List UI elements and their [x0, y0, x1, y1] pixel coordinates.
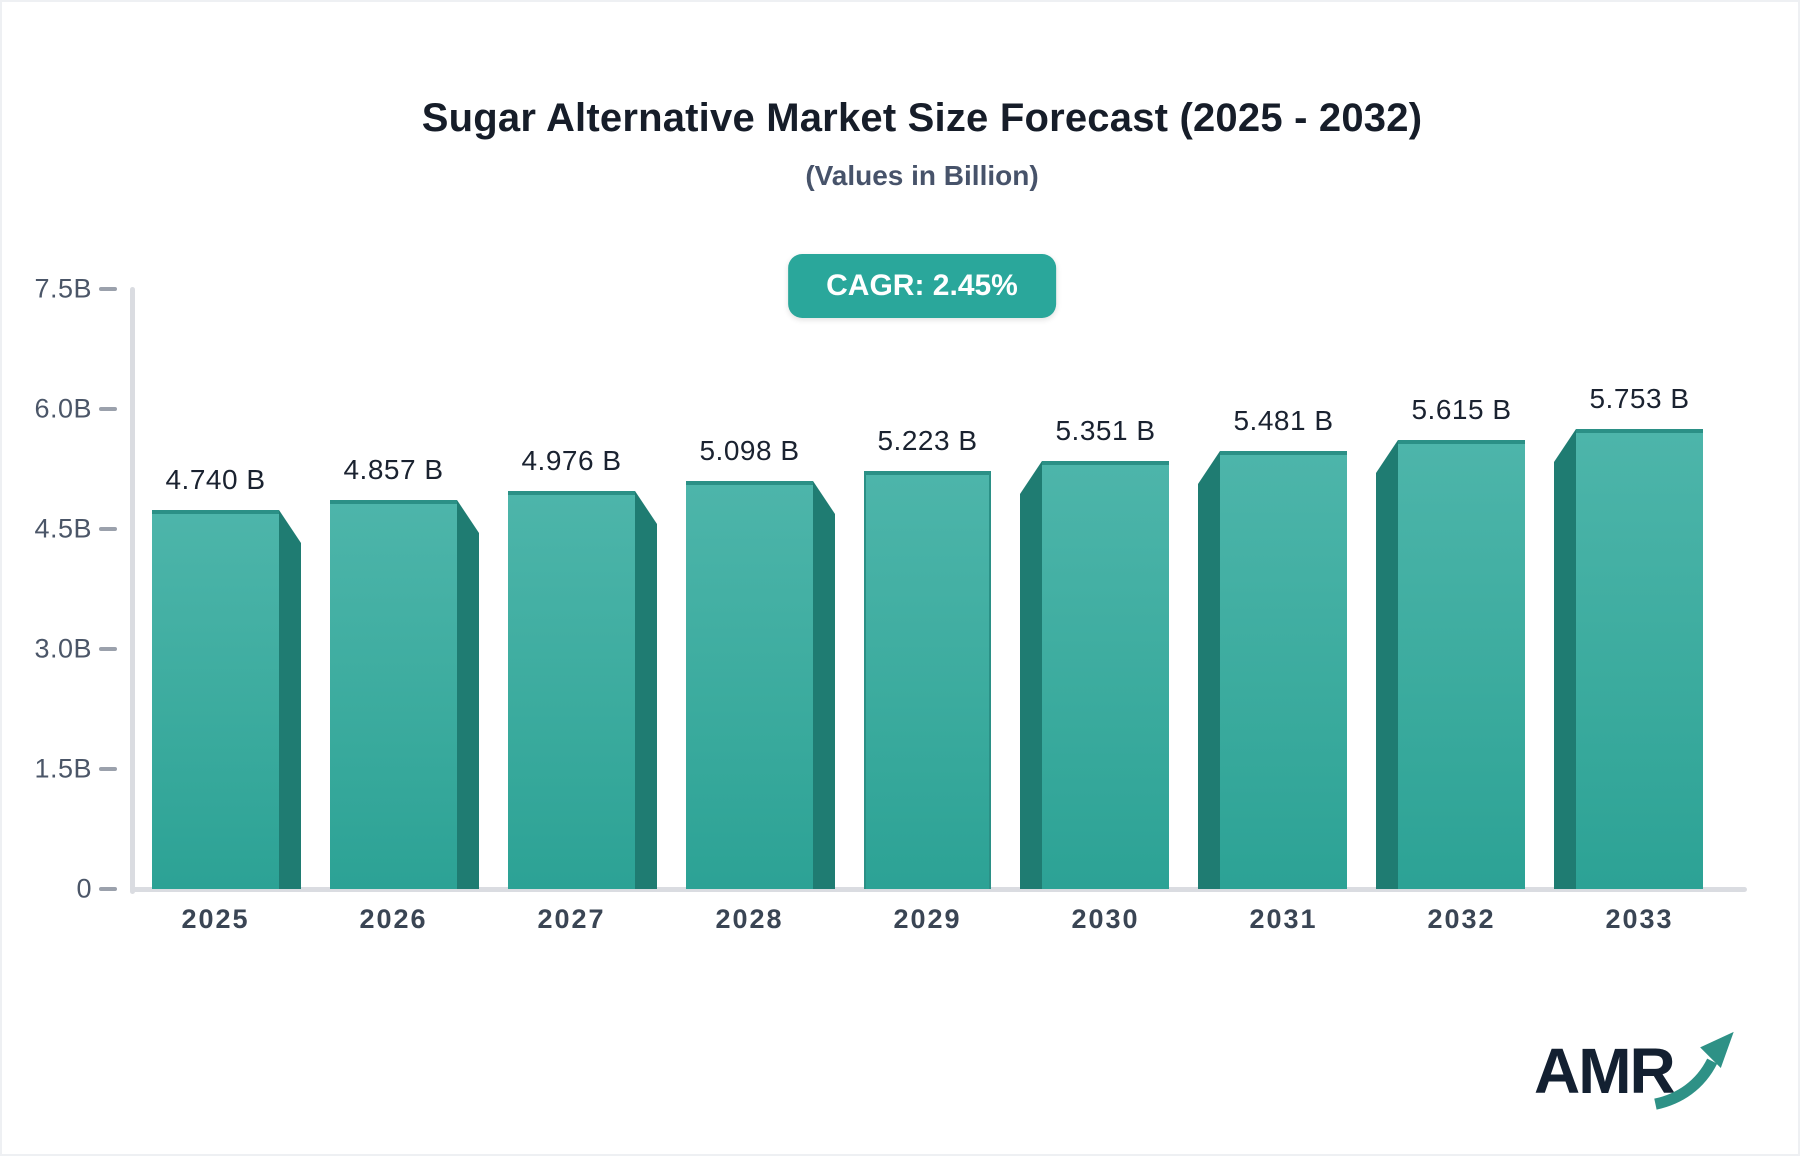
y-tick-mark: [99, 767, 117, 771]
y-tick-mark: [99, 407, 117, 411]
bar-side-panel: [635, 491, 657, 889]
y-tick-label: 1.5B: [34, 753, 92, 784]
bar-2025[interactable]: [152, 510, 279, 889]
bar-side-panel: [1020, 461, 1042, 889]
growth-arrow-icon: [1652, 1030, 1738, 1117]
y-tick-mark: [99, 887, 117, 891]
x-axis-label-2027: 2027: [537, 904, 606, 934]
x-axis-label-2033: 2033: [1605, 904, 1674, 934]
x-axis-baseline: [130, 887, 1747, 892]
x-axis-label-2028: 2028: [715, 904, 784, 934]
bar-2030[interactable]: [1042, 461, 1169, 889]
x-axis-label-2025: 2025: [181, 904, 250, 934]
amr-logo: AMR: [1534, 1031, 1764, 1124]
bar-side-panel: [1554, 429, 1576, 889]
x-axis-label-2030: 2030: [1071, 904, 1140, 934]
bar-value-label: 4.976 B: [521, 445, 622, 476]
bar-2033[interactable]: [1576, 429, 1703, 889]
bar-value-label: 5.753 B: [1589, 383, 1690, 414]
bar-2026[interactable]: [330, 500, 457, 889]
bar-value-label: 5.351 B: [1055, 415, 1156, 446]
amr-logo-text: AMR: [1534, 1035, 1676, 1107]
y-tick-mark: [99, 647, 117, 651]
chart-subtitle: (Values in Billion): [805, 160, 1039, 191]
x-axis-label-2031: 2031: [1249, 904, 1318, 934]
bar-value-label: 5.615 B: [1411, 394, 1512, 425]
bar-value-label: 5.223 B: [877, 425, 978, 456]
bar-2027[interactable]: [508, 491, 635, 889]
y-tick-mark: [99, 287, 117, 291]
y-axis-line: [130, 287, 135, 894]
y-tick-label: 4.5B: [34, 513, 92, 544]
bar-side-panel: [1198, 451, 1220, 889]
bar-side-panel: [813, 481, 835, 889]
x-axis-label-2032: 2032: [1427, 904, 1496, 934]
bar-side-panel: [457, 500, 479, 889]
bar-2032[interactable]: [1398, 440, 1525, 889]
y-tick-label: 6.0B: [34, 393, 92, 424]
bar-2031[interactable]: [1220, 451, 1347, 889]
bar-value-label: 5.481 B: [1233, 405, 1334, 436]
y-tick-label: 7.5B: [34, 273, 92, 304]
bar-side-panel: [279, 510, 301, 889]
x-axis-label-2026: 2026: [359, 904, 428, 934]
cagr-badge: CAGR: 2.45%: [788, 254, 1056, 318]
bar-value-label: 4.857 B: [343, 454, 444, 485]
y-tick-mark: [99, 527, 117, 531]
x-axis-label-2029: 2029: [893, 904, 962, 934]
bar-2029[interactable]: [864, 471, 991, 889]
bar-side-panel: [1376, 440, 1398, 889]
bar-2028[interactable]: [686, 481, 813, 889]
y-tick-label: 3.0B: [34, 633, 92, 664]
y-tick-label: 0: [76, 873, 92, 904]
chart-title: Sugar Alternative Market Size Forecast (…: [421, 96, 1423, 140]
bar-value-label: 4.740 B: [165, 464, 266, 495]
bar-value-label: 5.098 B: [699, 435, 800, 466]
